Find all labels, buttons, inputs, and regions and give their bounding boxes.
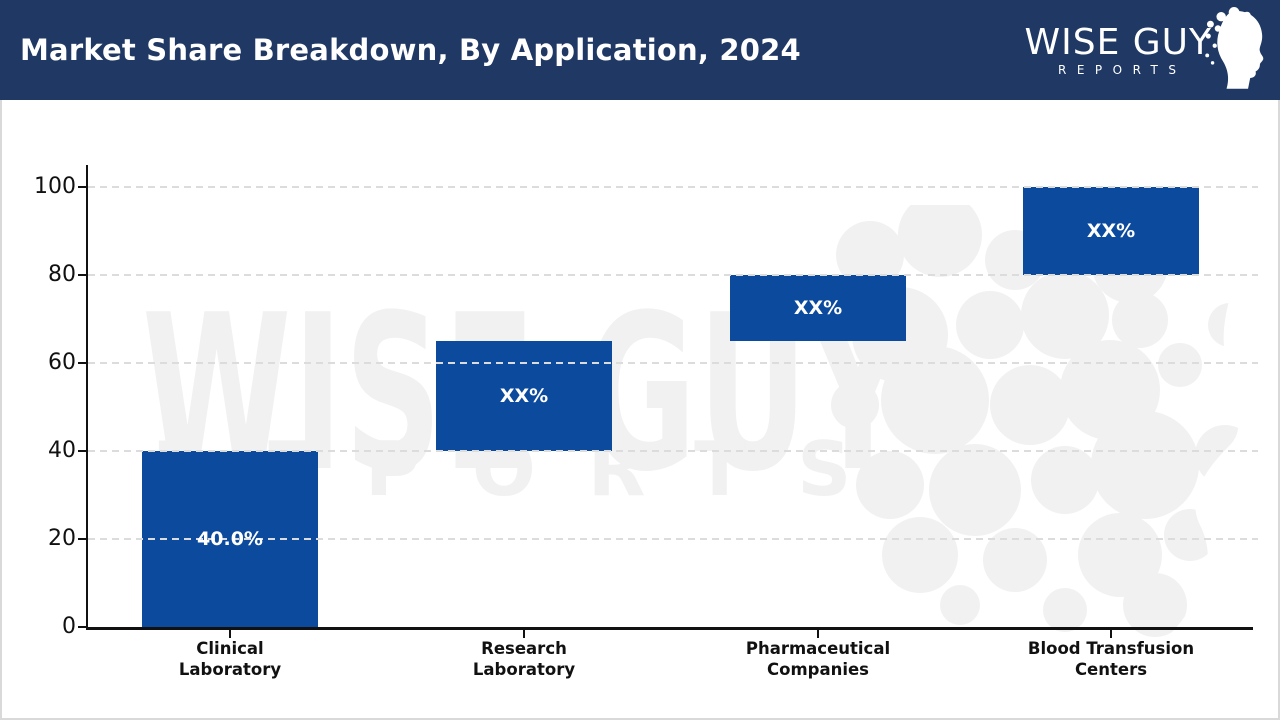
x-category-label-1: Research Laboratory: [472, 639, 576, 679]
y-tick-label-20: 20: [48, 526, 76, 551]
x-category-label-2: Pharmaceutical Companies: [745, 639, 891, 679]
x-tick-1: [523, 630, 525, 638]
wise-guy-logo: WISE GUY REPORTS: [1025, 7, 1267, 93]
y-tick-label-60: 60: [48, 350, 76, 375]
x-category-label-0: Clinical Laboratory: [178, 639, 282, 679]
y-tick-60: [78, 362, 88, 364]
gridline-60: [88, 362, 1258, 364]
bar-2: [730, 275, 906, 341]
y-tick-0: [78, 626, 88, 628]
x-axis: [86, 627, 1253, 630]
x-tick-0: [229, 630, 231, 638]
logo-text: WISE GUY REPORTS: [1024, 21, 1213, 77]
gridline-20: [88, 538, 1258, 540]
gridline-100: [88, 186, 1258, 188]
y-tick-100: [78, 186, 88, 188]
bar-value-label-3: XX%: [1086, 220, 1136, 242]
y-tick-80: [78, 274, 88, 276]
bar-value-label-0: 40.0%: [197, 528, 263, 550]
y-tick-label-80: 80: [48, 262, 76, 287]
y-tick-label-40: 40: [48, 438, 76, 463]
y-tick-label-100: 100: [34, 174, 76, 199]
logo-subtitle: REPORTS: [1057, 62, 1187, 77]
y-tick-40: [78, 450, 88, 452]
page-title: Market Share Breakdown, By Application, …: [20, 33, 801, 67]
y-tick-label-0: 0: [62, 614, 76, 639]
gridline-40: [88, 450, 1258, 452]
bar-1: [436, 341, 612, 451]
header-bar: Market Share Breakdown, By Application, …: [0, 0, 1280, 100]
y-tick-20: [78, 538, 88, 540]
y-axis: [86, 165, 88, 627]
x-category-label-3: Blood Transfusion Centers: [1027, 639, 1195, 679]
gridline-80: [88, 274, 1258, 276]
bar-3: [1023, 187, 1199, 275]
logo-wordmark: WISE GUY: [1024, 21, 1212, 63]
bar-value-label-1: XX%: [499, 385, 549, 407]
x-tick-3: [1110, 630, 1112, 638]
x-tick-2: [817, 630, 819, 638]
logo-face-icon: [1205, 7, 1264, 89]
bar-value-label-2: XX%: [793, 297, 843, 319]
